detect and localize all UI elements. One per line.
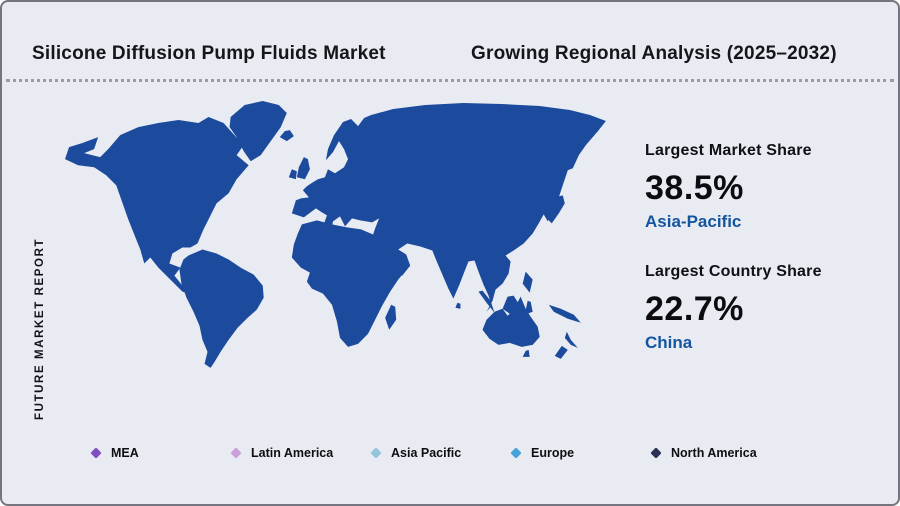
island-new-zealand-south [554,345,568,359]
world-map [65,100,606,368]
legend-item-europe: Europe [510,446,652,460]
brand-watermark: FUTURE MARKET REPORT [34,237,46,420]
stat-country-share: Largest Country Share 22.7% China [645,263,895,353]
stat-value: 22.7% [645,290,744,328]
legend-item-north-america: North America [650,446,757,460]
legend-label-north-america: North America [671,446,757,460]
europe-diamond-icon [510,447,522,459]
legend-item-mea: MEA [90,446,232,460]
stat-label: Largest Market Share [645,142,812,159]
legend-label-mea: MEA [111,446,139,460]
asia-pacific-diamond-icon [370,447,382,459]
island-japan [546,195,565,224]
stat-label: Largest Country Share [645,263,822,280]
island-philippines [522,271,533,293]
stat-value: 38.5% [645,169,744,207]
legend-item-asia-pacific: Asia Pacific [370,446,512,460]
legend-label-latin-america: Latin America [251,446,334,460]
continent-north-america [65,117,249,294]
island-iceland [279,130,294,142]
island-sri-lanka [455,302,461,309]
legend-label-asia-pacific: Asia Pacific [391,446,462,460]
page-title-market: Silicone Diffusion Pump Fluids Market [32,43,386,64]
north-america-diamond-icon [650,447,662,459]
island-madagascar [385,304,397,330]
dotted-separator [6,79,894,82]
island-greenland [229,100,287,162]
legend: MEA Latin America Asia Pacific Europe No… [90,446,757,460]
page-title-analysis: Growing Regional Analysis (2025–2032) [471,43,837,64]
island-great-britain [296,157,310,180]
island-tasmania [522,349,530,357]
continent-eurasia [291,102,606,312]
island-new-guinea [548,304,581,323]
island-ireland [288,169,297,180]
island-sumatra [478,290,495,313]
stat-region: Asia-Pacific [645,212,742,231]
latin-america-diamond-icon [230,447,242,459]
world-map-landmass [65,100,606,368]
continent-australia [482,296,540,347]
continent-south-america [179,249,264,368]
continent-africa [291,220,408,347]
legend-item-latin-america: Latin America [230,446,372,460]
legend-label-europe: Europe [531,446,575,460]
stat-market-share: Largest Market Share 38.5% Asia-Pacific [645,142,895,232]
stat-region: China [645,333,693,352]
island-new-zealand-north [564,331,578,348]
mea-diamond-icon [90,447,102,459]
